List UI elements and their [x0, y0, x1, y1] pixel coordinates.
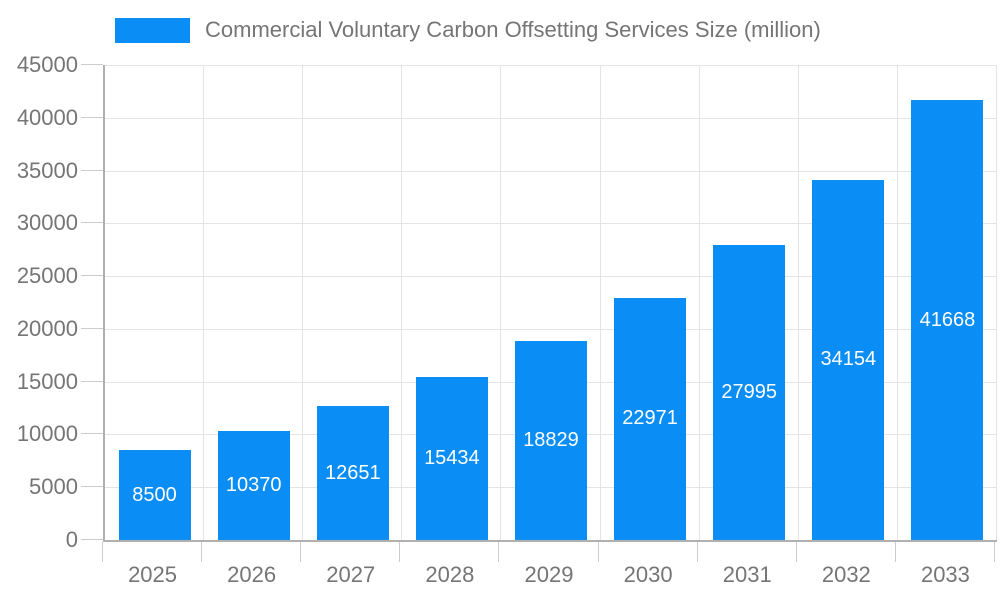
gridline-horizontal	[105, 276, 997, 278]
gridline-vertical	[302, 65, 304, 540]
y-axis-label: 10000	[16, 421, 78, 447]
y-axis-label: 35000	[16, 157, 78, 183]
x-axis-label: 2028	[425, 562, 475, 587]
y-axis-tick	[81, 380, 103, 382]
x-axis-tick	[399, 542, 401, 562]
x-axis-tick	[696, 542, 698, 562]
y-axis-tick	[81, 169, 103, 171]
bar-value-label: 15434	[424, 447, 480, 470]
x-axis-label: 2032	[821, 562, 871, 587]
y-axis-label: 20000	[16, 315, 78, 341]
gridline-horizontal	[105, 223, 997, 225]
gridline-vertical	[500, 65, 502, 540]
y-axis-tick	[81, 275, 103, 277]
x-axis-label: 2026	[227, 562, 277, 587]
bar-value-label: 41668	[919, 308, 976, 331]
x-axis-tick	[300, 542, 302, 562]
y-axis-tick	[81, 116, 103, 118]
gridline-horizontal	[105, 170, 997, 172]
x-axis-tick	[102, 542, 103, 562]
gridline-vertical	[599, 65, 601, 540]
y-axis-tick	[81, 222, 103, 224]
bar-value-label: 27995	[721, 380, 778, 403]
x-axis-label: 2033	[920, 562, 970, 587]
x-axis-tick	[994, 542, 995, 562]
bar-2033: 41668	[911, 100, 984, 540]
bar-2029: 18829	[515, 341, 587, 540]
y-axis-label: 40000	[16, 104, 78, 130]
gridline-horizontal	[105, 117, 997, 119]
bar-value-label: 22971	[622, 407, 678, 430]
legend-swatch	[115, 17, 190, 43]
legend-label: Commercial Voluntary Carbon Offsetting S…	[205, 17, 821, 42]
y-axis-label: 30000	[16, 210, 78, 236]
bar-value-label: 18829	[523, 429, 579, 452]
bar-2028: 15434	[415, 377, 488, 540]
y-axis-label: 0	[65, 527, 78, 552]
x-axis-tick	[795, 542, 797, 562]
x-axis-label: 2030	[623, 562, 673, 587]
y-axis-tick	[81, 327, 103, 329]
y-axis-tick	[81, 539, 103, 540]
chart-legend: Commercial Voluntary Carbon Offsetting S…	[115, 17, 821, 43]
y-axis-tick	[81, 433, 103, 435]
y-axis-label: 15000	[16, 368, 78, 394]
bar-2026: 10370	[217, 430, 290, 540]
gridline-vertical	[401, 65, 403, 540]
gridline-vertical	[698, 65, 700, 540]
y-axis-label: 25000	[16, 263, 78, 289]
y-axis-tick	[81, 486, 103, 488]
y-axis-label: 5000	[29, 474, 78, 500]
x-axis-tick	[597, 542, 599, 562]
x-axis-tick	[201, 542, 203, 562]
x-axis-label: 2031	[722, 562, 772, 587]
y-axis-tick	[81, 64, 103, 65]
gridline-horizontal	[105, 328, 997, 330]
x-axis-label: 2027	[326, 562, 376, 587]
x-axis-label: 2029	[524, 562, 574, 587]
bar-value-label: 8500	[132, 483, 177, 506]
plot-area: 8500 10370 12651 15434 18829 22971 27995 34154 4…	[103, 65, 997, 542]
bar-2025: 8500	[118, 450, 191, 540]
bar-value-label: 34154	[820, 348, 877, 371]
gridline-vertical	[896, 65, 898, 540]
gridline-vertical	[996, 65, 997, 540]
bar-2030: 22971	[614, 297, 687, 540]
y-axis-label: 45000	[16, 52, 78, 77]
bar-value-label: 12651	[324, 461, 381, 484]
x-axis-tick	[498, 542, 500, 562]
bar-2032: 34154	[812, 179, 885, 540]
x-axis-tick	[894, 542, 896, 562]
gridline-horizontal	[105, 65, 997, 66]
gridline-vertical	[797, 65, 799, 540]
bar-2027: 12651	[316, 406, 389, 540]
bar-value-label: 10370	[225, 473, 282, 496]
gridline-vertical	[203, 65, 205, 540]
x-axis-label: 2025	[128, 562, 178, 587]
bar-2031: 27995	[713, 244, 786, 540]
